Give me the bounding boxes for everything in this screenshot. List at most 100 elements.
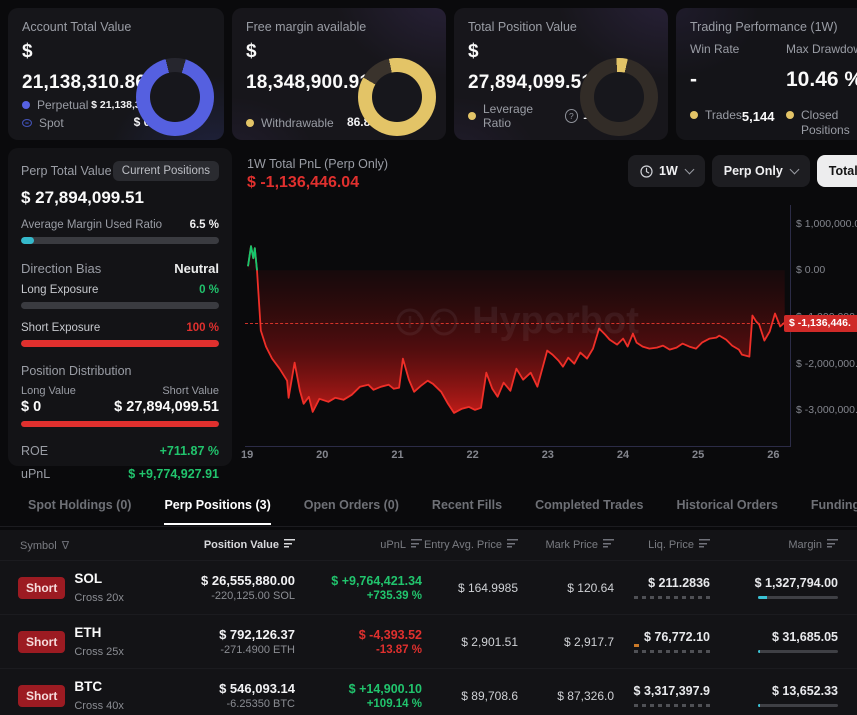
long-exposure-bar — [21, 302, 219, 309]
header-margin[interactable]: Margin — [710, 539, 838, 551]
short-exposure-bar — [21, 340, 219, 347]
time-range-value: 1W — [659, 164, 678, 178]
scope-value: Perp Only — [723, 164, 783, 178]
free-margin-donut-chart — [358, 58, 436, 136]
tab-funding-history[interactable]: Funding History — [810, 498, 857, 512]
upnl-amount: $ -4,393.52 — [358, 628, 422, 643]
short-value-amount: $ 27,894,099.51 — [114, 399, 219, 415]
sort-icon[interactable] — [699, 539, 710, 548]
closed-positions-dot-icon — [786, 111, 794, 119]
sort-icon[interactable] — [603, 539, 614, 548]
tab-spot-holdings[interactable]: Spot Holdings (0) — [28, 498, 132, 512]
sort-icon[interactable] — [827, 539, 838, 548]
account-total-value: 21,138,310.86 — [22, 71, 147, 93]
long-value-label: Long Value — [21, 385, 76, 397]
liq-price: $ 3,317,397.9 — [633, 684, 710, 698]
upnl-amount: $ +14,900.10 — [348, 682, 422, 697]
total-position-value: 27,894,099.51 — [468, 71, 593, 93]
tab-perp-positions[interactable]: Perp Positions (3) — [164, 498, 271, 525]
perp-panel-title: Perp Total Value — [21, 164, 112, 178]
win-rate-block: Win Rate - — [690, 42, 786, 92]
y-axis-label: $ -3,000,000.0 — [796, 404, 857, 417]
legend-label: Spot — [39, 116, 64, 130]
mark-price: $ 87,326.0 — [557, 688, 614, 703]
legend-label: Leverage Ratio — [483, 102, 534, 130]
max-drawdown-value: 10.46 % — [786, 68, 857, 91]
positions-tab-bar: Spot Holdings (0) Perp Positions (3) Ope… — [0, 488, 857, 527]
position-size: -6.25350 BTC — [226, 697, 295, 710]
trades-value: 5,144 — [741, 109, 775, 124]
sort-icon[interactable] — [284, 539, 295, 548]
filter-icon[interactable] — [57, 540, 69, 552]
current-pnl-dashed-line — [245, 323, 790, 325]
table-header-row: Symbol Position Value uPnL Entry Avg. Pr… — [0, 530, 857, 560]
trades-stat: Trades 5,144 — [690, 108, 786, 124]
header-upnl[interactable]: uPnL — [295, 539, 422, 551]
sort-icon[interactable] — [411, 539, 422, 548]
leverage-donut-chart — [580, 58, 658, 136]
long-exposure-value: 0 % — [199, 284, 219, 296]
leverage-mode: Cross 25x — [74, 645, 124, 658]
position-value: $ 546,093.14 — [219, 681, 295, 697]
symbol-cell: Short BTC Cross 40x — [0, 678, 170, 714]
liq-price: $ 76,772.10 — [643, 630, 710, 644]
header-mark-price[interactable]: Mark Price — [518, 539, 614, 551]
liq-progress-dots — [634, 704, 710, 707]
tab-completed-trades[interactable]: Completed Trades — [535, 498, 644, 512]
card-title: Account Total Value — [22, 20, 132, 34]
short-exposure-value: 100 % — [186, 322, 219, 334]
tab-recent-fills[interactable]: Recent Fills — [431, 498, 503, 512]
position-size: -271.4900 ETH — [220, 643, 295, 656]
margin-bar — [758, 704, 838, 707]
header-position-value[interactable]: Position Value — [170, 539, 295, 551]
short-badge: Short — [18, 630, 66, 653]
current-positions-chip[interactable]: Current Positions — [112, 161, 219, 181]
info-icon[interactable] — [564, 109, 578, 123]
upnl-percent: -13.87 % — [375, 643, 422, 656]
card-total-position-value: Total Position Value $ 27,894,099.51 Lev… — [454, 8, 668, 140]
tab-historical-orders[interactable]: Historical Orders — [676, 498, 778, 512]
x-axis: 19 20 21 22 23 24 25 26 — [241, 449, 790, 463]
table-row[interactable]: Short BTC Cross 40x $ 546,093.14 -6.25350… — [0, 668, 857, 715]
margin-value: $ 31,685.05 — [771, 630, 838, 644]
closed-positions-stat: Closed Positions — [786, 108, 857, 138]
position-distribution-title: Position Distribution — [21, 364, 132, 378]
currency-sign: $ — [468, 41, 479, 62]
upnl-amount: $ +9,764,421.34 — [331, 574, 422, 589]
header-entry-price[interactable]: Entry Avg. Price — [422, 539, 518, 551]
header-liq-price[interactable]: Liq. Price — [614, 539, 710, 551]
closed-positions-label: Closed Positions — [801, 108, 850, 137]
tab-open-orders[interactable]: Open Orders (0) — [303, 498, 399, 512]
win-rate-value: - — [690, 68, 697, 91]
x-axis-label: 23 — [541, 449, 554, 461]
currency-sign: $ — [22, 41, 33, 62]
liq-progress-dots — [634, 596, 710, 599]
scope-dropdown[interactable]: Perp Only — [711, 155, 810, 187]
trades-label: Trades — [705, 108, 742, 122]
pnl-area-chart[interactable] — [245, 205, 791, 447]
table-row[interactable]: Short SOL Cross 20x $ 26,555,880.00 -220,… — [0, 560, 857, 614]
chevron-down-icon — [789, 164, 800, 175]
account-donut-chart — [136, 58, 214, 136]
sort-icon[interactable] — [507, 539, 518, 548]
symbol-name: ETH — [74, 624, 102, 640]
direction-bias-label: Direction Bias — [21, 261, 102, 276]
card-title: Trading Performance (1W) — [690, 20, 838, 34]
table-row[interactable]: Short ETH Cross 25x $ 792,126.37 -271.490… — [0, 614, 857, 668]
header-funding[interactable]: Fu — [838, 539, 857, 551]
margin-ratio-bar — [21, 237, 219, 244]
long-exposure-label: Long Exposure — [21, 284, 99, 296]
margin-ratio-value: 6.5 % — [189, 219, 219, 231]
chart-pnl-value: $ -1,136,446.04 — [247, 174, 360, 191]
long-value-amount: $ 0 — [21, 399, 42, 415]
mark-price: $ 2,917.7 — [563, 634, 614, 649]
withdrawable-dot-icon — [246, 119, 254, 127]
time-range-dropdown[interactable]: 1W — [628, 155, 705, 187]
upnl-percent: +109.14 % — [366, 697, 422, 710]
metric-toggle-total-pnl[interactable]: Total PnL — [816, 155, 857, 187]
card-title: Free margin available — [246, 20, 367, 34]
symbol-name: BTC — [74, 678, 103, 694]
header-symbol[interactable]: Symbol — [0, 539, 170, 552]
card-trading-performance: Trading Performance (1W) Win Rate - Max … — [676, 8, 857, 140]
